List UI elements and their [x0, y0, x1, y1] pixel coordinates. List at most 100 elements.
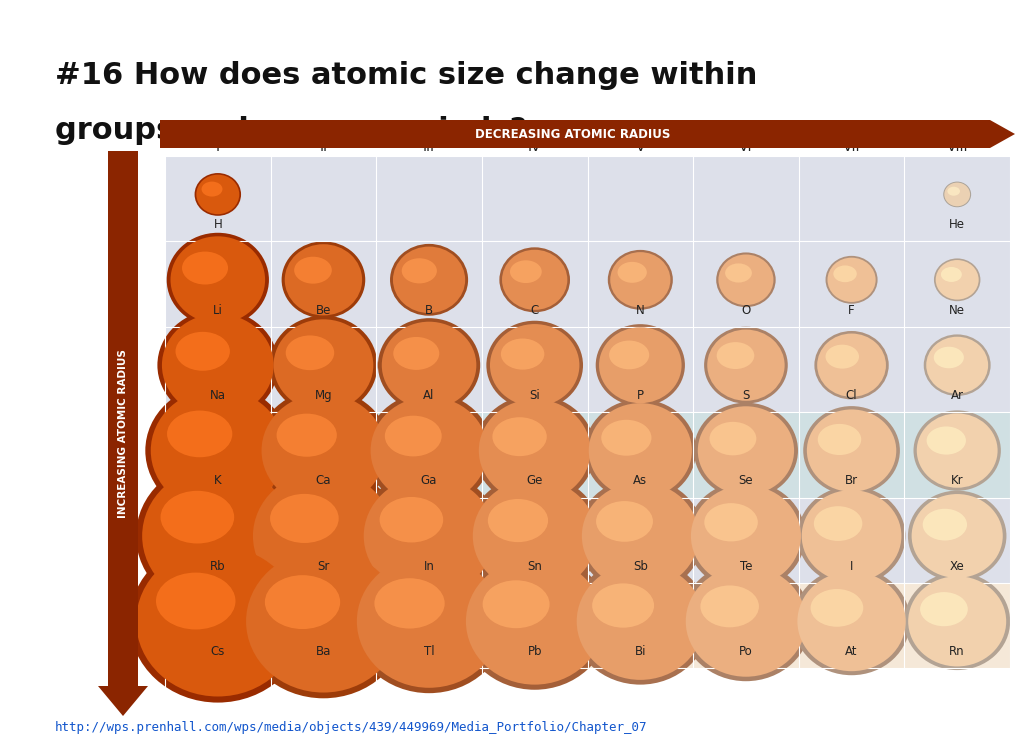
Text: Si: Si — [529, 389, 540, 402]
Text: S: S — [742, 389, 750, 402]
Text: Li: Li — [213, 304, 223, 316]
Ellipse shape — [356, 555, 502, 688]
FancyBboxPatch shape — [165, 156, 1010, 242]
Ellipse shape — [686, 481, 806, 591]
Ellipse shape — [479, 399, 591, 502]
Ellipse shape — [240, 545, 408, 698]
Ellipse shape — [487, 499, 548, 542]
Ellipse shape — [798, 571, 906, 671]
Polygon shape — [98, 151, 148, 716]
Ellipse shape — [482, 580, 550, 628]
Ellipse shape — [921, 592, 968, 626]
Text: N: N — [636, 304, 645, 316]
Ellipse shape — [596, 325, 685, 407]
Text: Te: Te — [739, 560, 753, 573]
Ellipse shape — [286, 336, 334, 370]
Ellipse shape — [473, 479, 597, 593]
Ellipse shape — [719, 254, 773, 305]
Ellipse shape — [725, 263, 752, 283]
Ellipse shape — [908, 491, 1007, 581]
Text: http://wps.prenhall.com/wps/media/objects/439/449969/Media_Portfolio/Chapter_07: http://wps.prenhall.com/wps/media/object… — [55, 721, 647, 734]
Ellipse shape — [270, 494, 339, 543]
Ellipse shape — [265, 575, 340, 629]
Ellipse shape — [686, 566, 806, 677]
Ellipse shape — [136, 461, 300, 611]
Ellipse shape — [941, 267, 962, 282]
Ellipse shape — [596, 501, 653, 542]
Ellipse shape — [502, 250, 567, 310]
Text: Kr: Kr — [951, 474, 964, 487]
Text: Sb: Sb — [633, 560, 648, 573]
Ellipse shape — [282, 241, 366, 319]
Ellipse shape — [691, 486, 801, 586]
Text: B: B — [425, 304, 433, 316]
Ellipse shape — [371, 397, 487, 504]
Ellipse shape — [817, 333, 886, 397]
Text: V: V — [636, 140, 645, 154]
Ellipse shape — [253, 471, 394, 601]
Ellipse shape — [610, 252, 671, 307]
Ellipse shape — [247, 466, 399, 606]
Text: DECREASING ATOMIC RADIUS: DECREASING ATOMIC RADIUS — [475, 128, 670, 140]
Ellipse shape — [401, 258, 437, 283]
Ellipse shape — [582, 482, 698, 590]
Ellipse shape — [501, 339, 545, 369]
Text: F: F — [848, 304, 855, 316]
Ellipse shape — [934, 347, 964, 369]
Ellipse shape — [246, 550, 400, 692]
Text: K: K — [214, 474, 221, 487]
Ellipse shape — [827, 257, 876, 302]
Ellipse shape — [705, 327, 787, 404]
Ellipse shape — [195, 173, 241, 216]
Ellipse shape — [913, 410, 1000, 491]
Ellipse shape — [358, 471, 500, 601]
Ellipse shape — [257, 389, 390, 513]
Ellipse shape — [468, 474, 602, 598]
Ellipse shape — [601, 420, 651, 456]
Ellipse shape — [802, 490, 901, 582]
Text: As: As — [633, 474, 647, 487]
Text: VI: VI — [739, 140, 753, 154]
Ellipse shape — [705, 503, 758, 542]
Ellipse shape — [916, 413, 997, 488]
Text: O: O — [741, 304, 751, 316]
Ellipse shape — [366, 392, 493, 509]
Ellipse shape — [175, 332, 230, 371]
Ellipse shape — [294, 257, 332, 283]
Ellipse shape — [385, 416, 441, 457]
Ellipse shape — [578, 477, 703, 594]
FancyBboxPatch shape — [165, 583, 1010, 668]
Text: Na: Na — [210, 389, 226, 402]
Text: Rn: Rn — [949, 645, 965, 658]
Ellipse shape — [911, 494, 1002, 578]
Text: Bi: Bi — [635, 645, 646, 658]
Ellipse shape — [818, 424, 861, 455]
FancyBboxPatch shape — [165, 412, 1010, 498]
Ellipse shape — [474, 395, 595, 507]
Ellipse shape — [486, 321, 583, 410]
Ellipse shape — [927, 427, 966, 454]
Ellipse shape — [947, 186, 959, 195]
Ellipse shape — [943, 181, 971, 207]
Ellipse shape — [269, 316, 378, 415]
Ellipse shape — [285, 244, 362, 316]
Text: #16 How does atomic size change within: #16 How does atomic size change within — [55, 61, 758, 90]
Text: Al: Al — [423, 389, 435, 402]
Ellipse shape — [510, 260, 542, 283]
Ellipse shape — [142, 466, 294, 606]
Ellipse shape — [375, 578, 444, 629]
Text: Rb: Rb — [210, 560, 225, 573]
Ellipse shape — [708, 330, 784, 401]
Text: Xe: Xe — [950, 560, 965, 573]
Ellipse shape — [162, 314, 273, 416]
Ellipse shape — [382, 322, 476, 409]
Ellipse shape — [589, 403, 692, 498]
Text: Ge: Ge — [526, 474, 543, 487]
Text: Ga: Ga — [421, 474, 437, 487]
Ellipse shape — [161, 491, 234, 544]
Ellipse shape — [599, 327, 682, 403]
Ellipse shape — [378, 318, 480, 413]
Ellipse shape — [156, 573, 236, 630]
Text: Mg: Mg — [314, 389, 332, 402]
Text: In: In — [424, 560, 434, 573]
